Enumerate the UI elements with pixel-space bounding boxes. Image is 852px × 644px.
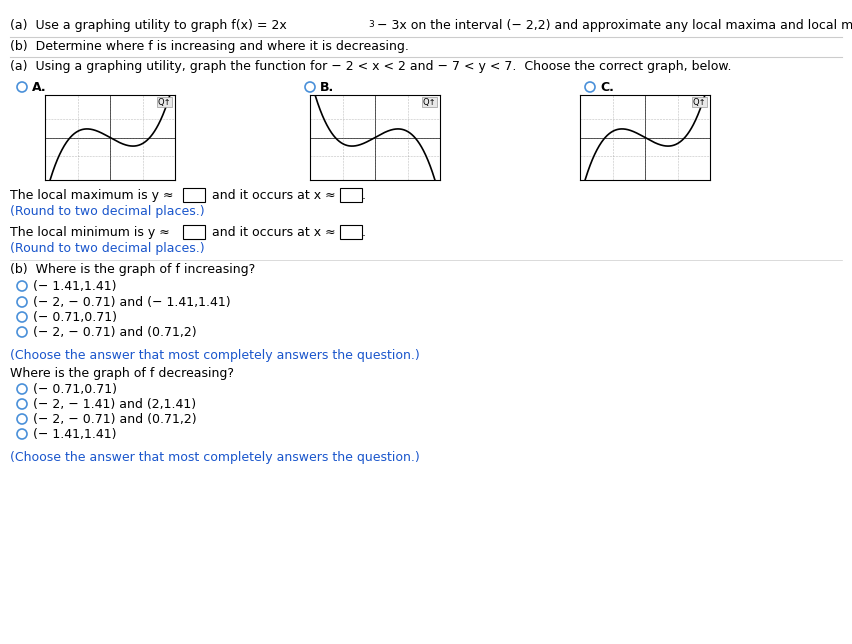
Text: (− 2, − 0.71) and (0.71,2): (− 2, − 0.71) and (0.71,2): [33, 413, 197, 426]
Text: Q↑: Q↑: [158, 97, 171, 106]
Text: A.: A.: [32, 81, 47, 94]
Text: The local maximum is y ≈: The local maximum is y ≈: [10, 189, 174, 202]
Text: (− 2, − 0.71) and (− 1.41,1.41): (− 2, − 0.71) and (− 1.41,1.41): [33, 296, 231, 309]
FancyBboxPatch shape: [183, 225, 205, 239]
Text: C.: C.: [600, 81, 614, 94]
Text: The local minimum is y ≈: The local minimum is y ≈: [10, 226, 170, 239]
Text: .: .: [362, 226, 366, 239]
Text: − 3x on the interval (− 2,2) and approximate any local maxima and local minima.: − 3x on the interval (− 2,2) and approxi…: [373, 19, 852, 32]
Text: (Round to two decimal places.): (Round to two decimal places.): [10, 205, 204, 218]
Text: (b)  Determine where f is increasing and where it is decreasing.: (b) Determine where f is increasing and …: [10, 40, 409, 53]
Text: (− 0.71,0.71): (− 0.71,0.71): [33, 311, 117, 324]
Text: (Choose the answer that most completely answers the question.): (Choose the answer that most completely …: [10, 451, 420, 464]
FancyBboxPatch shape: [340, 225, 362, 239]
Text: (− 0.71,0.71): (− 0.71,0.71): [33, 383, 117, 396]
Text: B.: B.: [320, 81, 334, 94]
Text: 3: 3: [368, 20, 374, 29]
Text: (Round to two decimal places.): (Round to two decimal places.): [10, 242, 204, 255]
Text: (− 1.41,1.41): (− 1.41,1.41): [33, 280, 117, 293]
Text: (− 2, − 1.41) and (2,1.41): (− 2, − 1.41) and (2,1.41): [33, 398, 196, 411]
Text: Q↑: Q↑: [693, 97, 706, 106]
Text: (a)  Using a graphing utility, graph the function for − 2 < x < 2 and − 7 < y < : (a) Using a graphing utility, graph the …: [10, 60, 732, 73]
FancyBboxPatch shape: [340, 188, 362, 202]
Text: Where is the graph of f decreasing?: Where is the graph of f decreasing?: [10, 367, 234, 380]
Text: and it occurs at x ≈: and it occurs at x ≈: [208, 189, 336, 202]
Text: (a)  Use a graphing utility to graph f(x) = 2x: (a) Use a graphing utility to graph f(x)…: [10, 19, 287, 32]
Text: Q↑: Q↑: [423, 97, 436, 106]
Text: (b)  Where is the graph of f increasing?: (b) Where is the graph of f increasing?: [10, 263, 256, 276]
FancyBboxPatch shape: [183, 188, 205, 202]
Text: (Choose the answer that most completely answers the question.): (Choose the answer that most completely …: [10, 349, 420, 362]
Text: (− 2, − 0.71) and (0.71,2): (− 2, − 0.71) and (0.71,2): [33, 326, 197, 339]
Text: (− 1.41,1.41): (− 1.41,1.41): [33, 428, 117, 441]
Text: and it occurs at x ≈: and it occurs at x ≈: [208, 226, 336, 239]
Text: .: .: [362, 189, 366, 202]
